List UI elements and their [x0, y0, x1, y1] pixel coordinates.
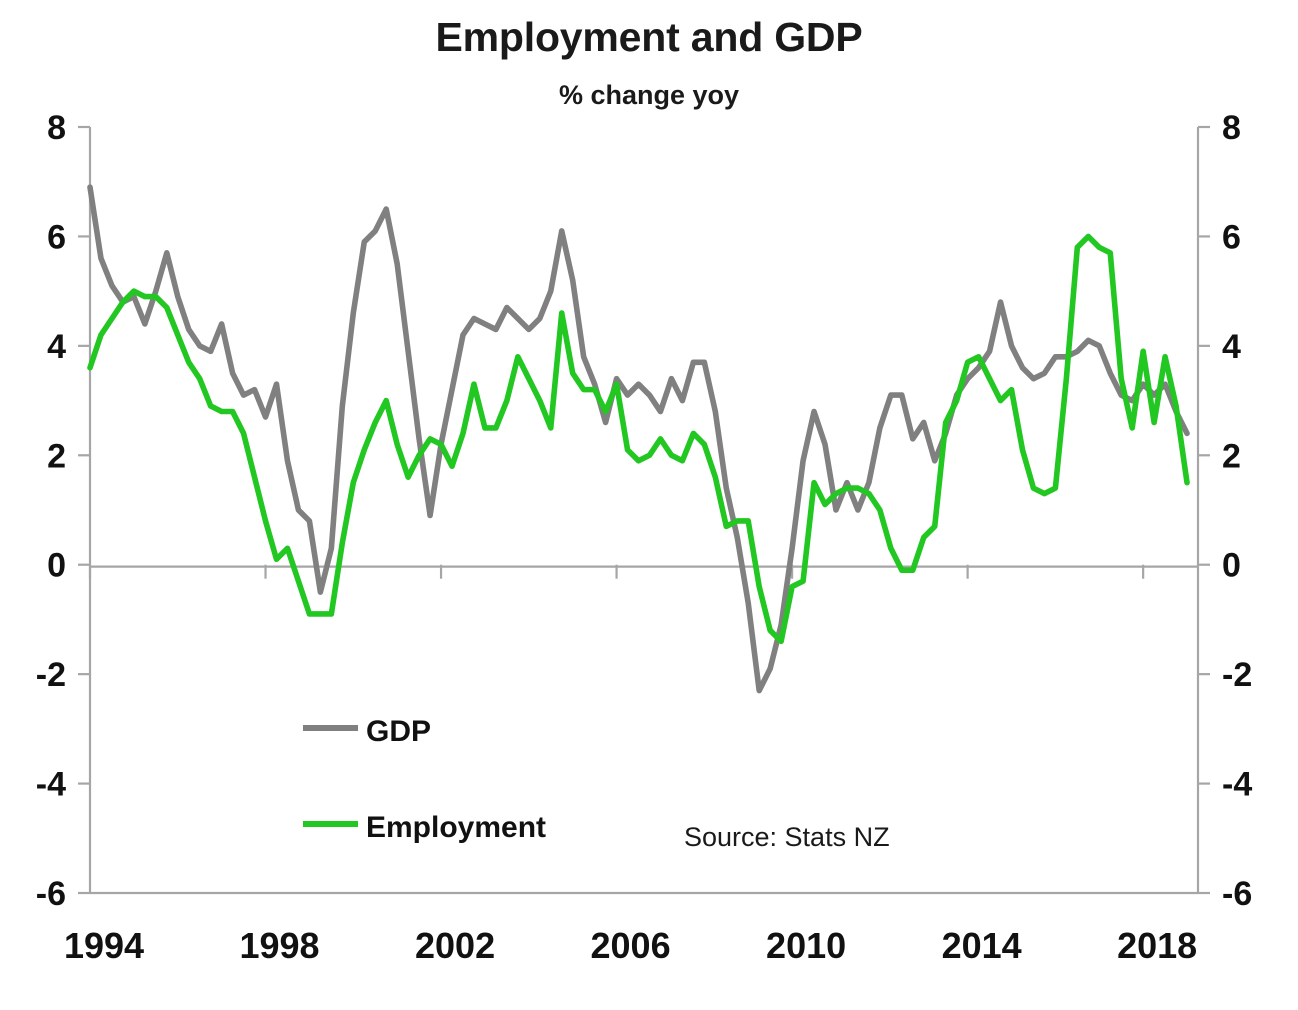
y-axis-right-ticks	[1198, 125, 1210, 895]
y-axis-left-label: 4	[47, 328, 66, 366]
chart-subtitle: % change yoy	[558, 80, 740, 110]
x-axis-label: 2018	[1117, 925, 1197, 966]
y-axis-right-label: 6	[1222, 218, 1241, 256]
y-axis-left-label: 2	[47, 437, 66, 475]
legend-label-employment[interactable]: Employment	[366, 811, 546, 844]
y-axis-left-label: -4	[36, 766, 66, 804]
y-axis-left-label: -2	[36, 656, 66, 694]
y-axis-right-label: -6	[1222, 875, 1252, 913]
y-axis-right-label: 8	[1222, 109, 1241, 147]
x-axis-label: 2006	[591, 925, 671, 966]
x-axis-label: 2014	[942, 925, 1022, 966]
y-axis-right-label: 2	[1222, 437, 1241, 475]
y-axis-left-labels: 8 6 4 2 0 -2 -4 -6	[36, 109, 66, 913]
y-axis-left-label: 6	[47, 218, 66, 256]
legend-label-gdp[interactable]: GDP	[366, 715, 431, 748]
x-axis-label: 2010	[766, 925, 846, 966]
y-axis-left-label: -6	[36, 875, 66, 913]
y-axis-right-label: 0	[1222, 547, 1241, 585]
source-note: Source: Stats NZ	[684, 822, 890, 852]
x-axis-label: 2002	[415, 925, 495, 966]
y-axis-right-label: -4	[1222, 766, 1252, 804]
y-axis-left-label: 0	[47, 547, 66, 585]
series-line-gdp	[87, 184, 1190, 694]
chart-title: Employment and GDP	[435, 14, 863, 60]
x-axis-labels: 1994 1998 2002 2006 2010 2014 2018	[64, 925, 1197, 966]
y-axis-left-ticks	[78, 125, 90, 895]
series-line-employment	[87, 233, 1190, 645]
y-axis-right-label: -2	[1222, 656, 1252, 694]
y-axis-right-label: 4	[1222, 328, 1241, 366]
x-axis-label: 1998	[239, 925, 319, 966]
x-axis-label: 1994	[64, 925, 144, 966]
y-axis-left-label: 8	[47, 109, 66, 147]
y-axis-right-labels: 8 6 4 2 0 -2 -4 -6	[1222, 109, 1252, 913]
